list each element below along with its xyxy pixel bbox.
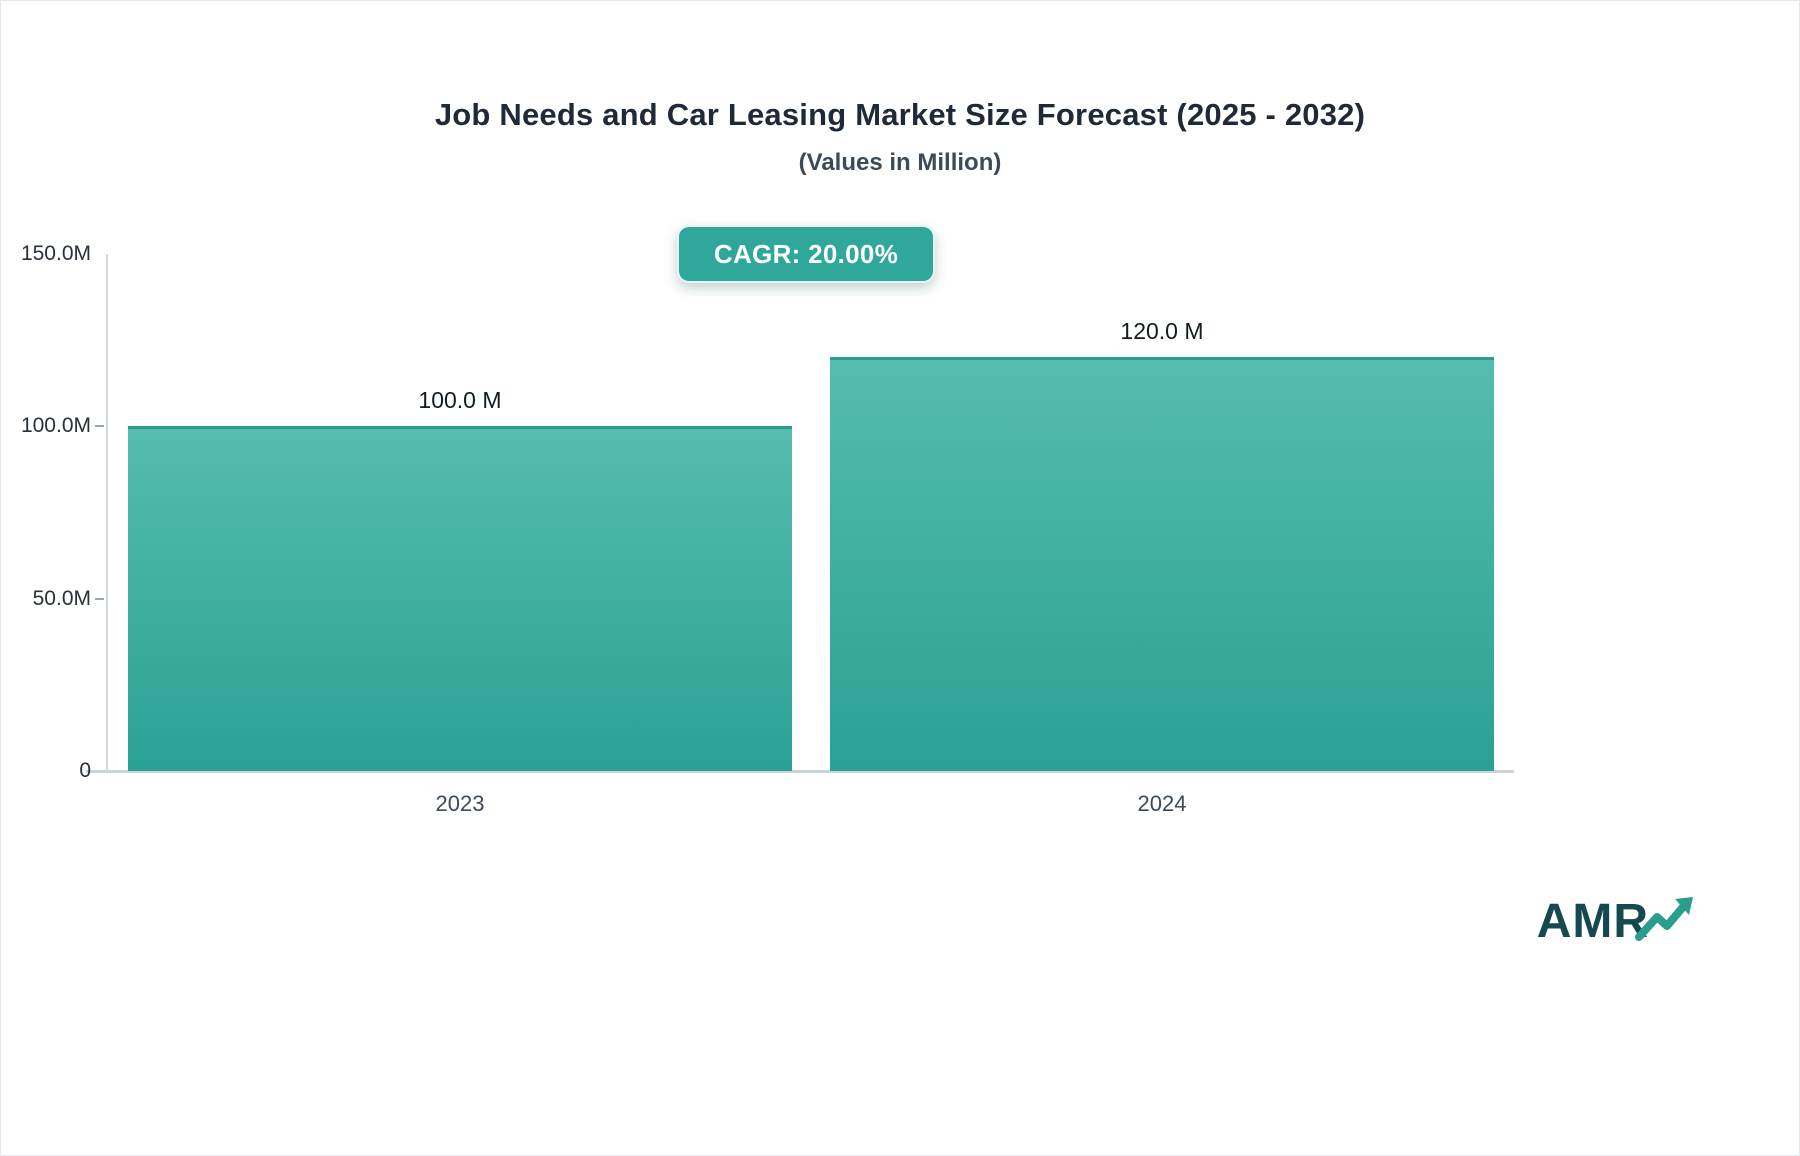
chart-title: Job Needs and Car Leasing Market Size Fo…: [434, 97, 1366, 132]
y-axis-line: [106, 254, 108, 771]
y-axis-tick-label: 100.0M: [20, 414, 91, 438]
trend-up-arrow-icon: [1635, 896, 1693, 941]
y-axis-tick-label: 0: [79, 759, 91, 782]
chart-subtitle: (Values in Million): [798, 149, 1002, 176]
amr-logo: AMR: [1537, 894, 1697, 949]
bar-2023: [128, 426, 792, 771]
logo-text: AMR: [1536, 895, 1649, 948]
bar-value-label: 100.0 M: [418, 387, 502, 414]
bar-value-label: 120.0 M: [1120, 318, 1204, 345]
cagr-badge: CAGR: 20.00%: [677, 225, 935, 283]
y-axis-tick-mark: [95, 425, 104, 428]
y-axis-tick-label: 50.0M: [32, 586, 91, 610]
x-axis-label: 2023: [435, 791, 485, 816]
x-axis-label: 2024: [1137, 791, 1187, 816]
x-axis-line: [86, 770, 1514, 773]
plot-area: 150.0M 100.0M 50.0M 0 100.0 M 2023 120.0 M 2024: [21, 242, 1513, 816]
y-axis-tick-label: 150.0M: [20, 242, 91, 265]
bar-2024: [830, 357, 1494, 771]
y-axis-tick-mark: [95, 597, 104, 600]
